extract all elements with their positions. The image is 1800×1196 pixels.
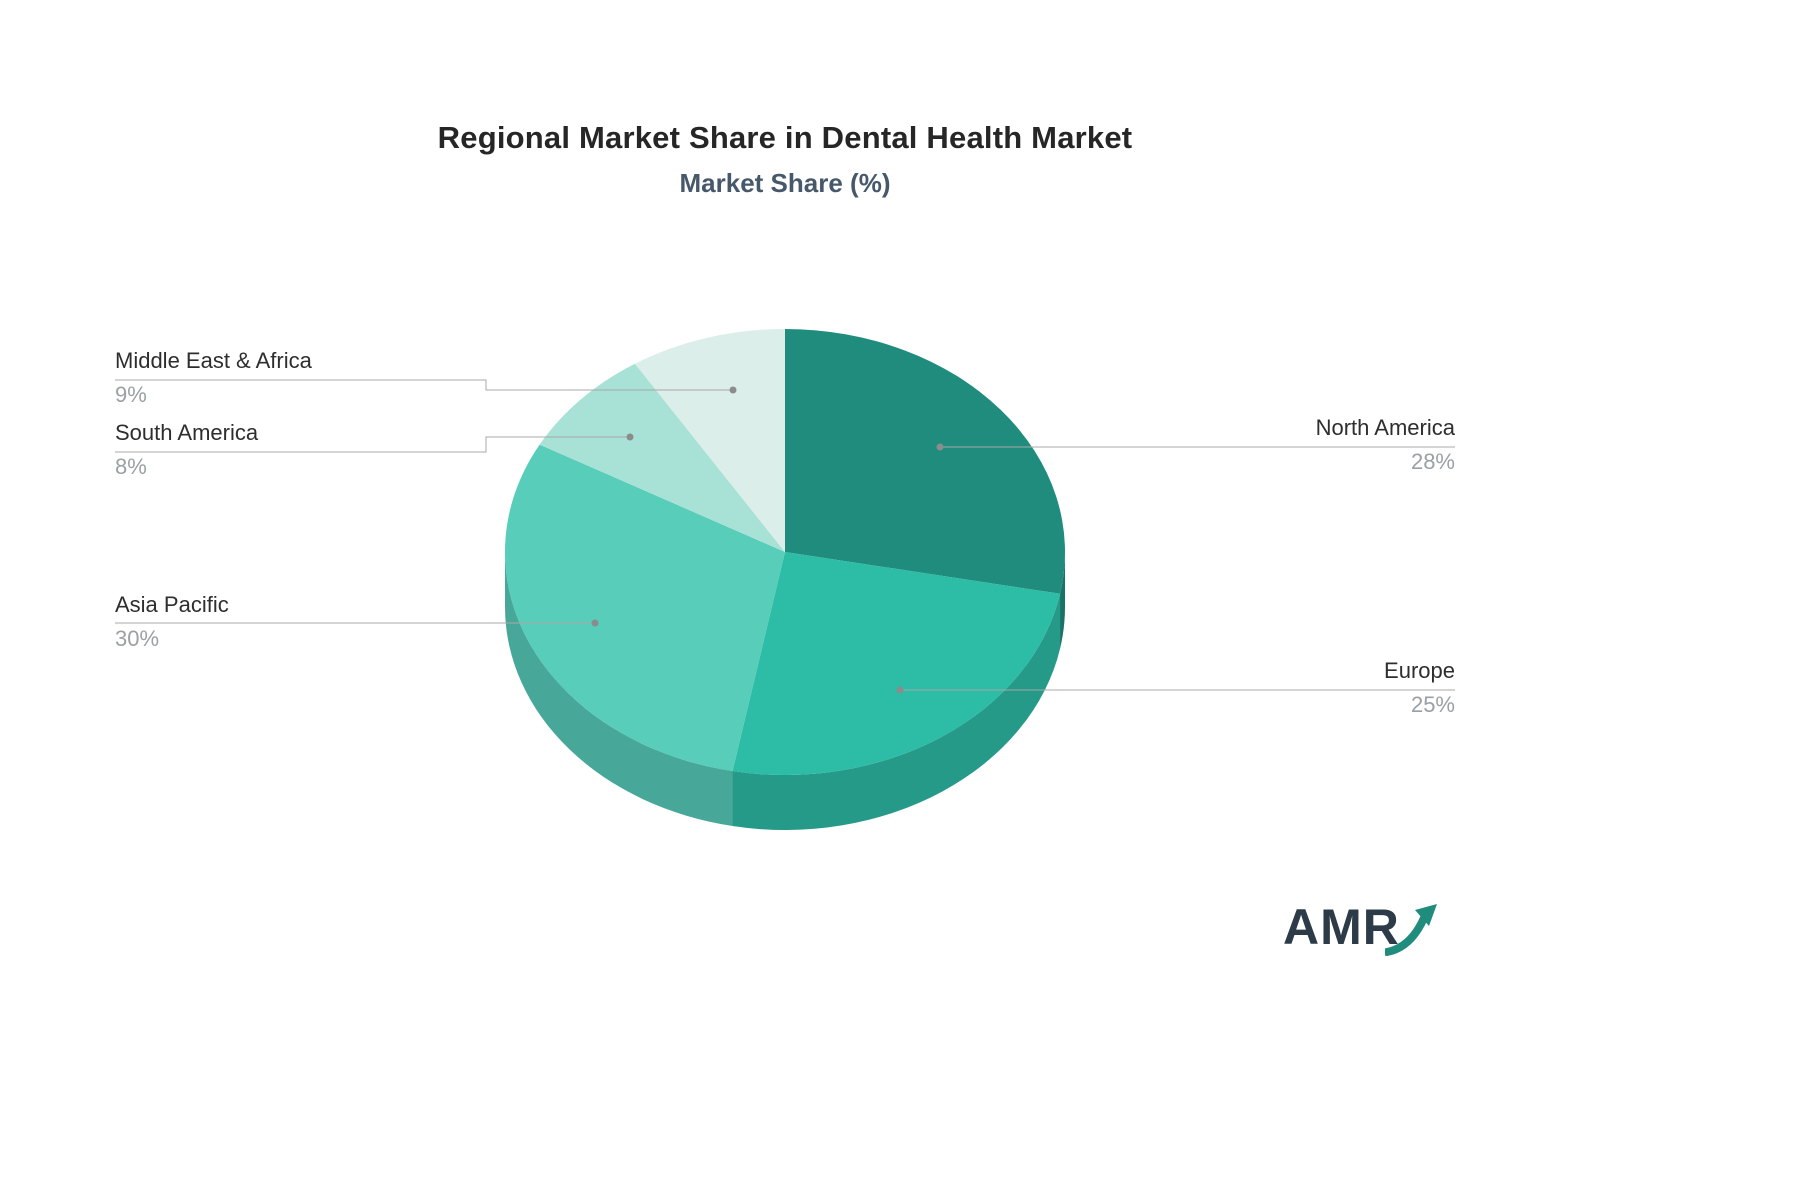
slice-name: Asia Pacific: [115, 592, 229, 617]
amr-logo-arrow-icon: [1385, 904, 1437, 956]
slice-value: 8%: [115, 454, 147, 479]
slice-value: 30%: [115, 626, 160, 651]
slice-label-south-america: South America 8%: [115, 420, 495, 480]
chart-title: Regional Market Share in Dental Health M…: [437, 120, 1133, 155]
slice-value: 9%: [115, 382, 147, 407]
slice-label-north-america: North America 28%: [1075, 415, 1455, 475]
amr-logo-text: AMR: [1283, 899, 1400, 955]
slice-value: 28%: [1410, 449, 1455, 474]
slice-label-asia-pacific: Asia Pacific 30%: [115, 592, 495, 652]
slice-value: 25%: [1410, 692, 1455, 717]
slice-label-europe: Europe 25%: [1075, 658, 1455, 718]
chart-subtitle: Market Share (%): [679, 168, 891, 198]
slice-name: Middle East & Africa: [115, 348, 312, 373]
amr-logo: AMR: [1283, 898, 1443, 968]
slice-name: North America: [1315, 415, 1455, 440]
slice-name: South America: [115, 420, 259, 445]
slice-label-middle-east-africa: Middle East & Africa 9%: [115, 348, 495, 408]
slice-name: Europe: [1384, 658, 1455, 683]
